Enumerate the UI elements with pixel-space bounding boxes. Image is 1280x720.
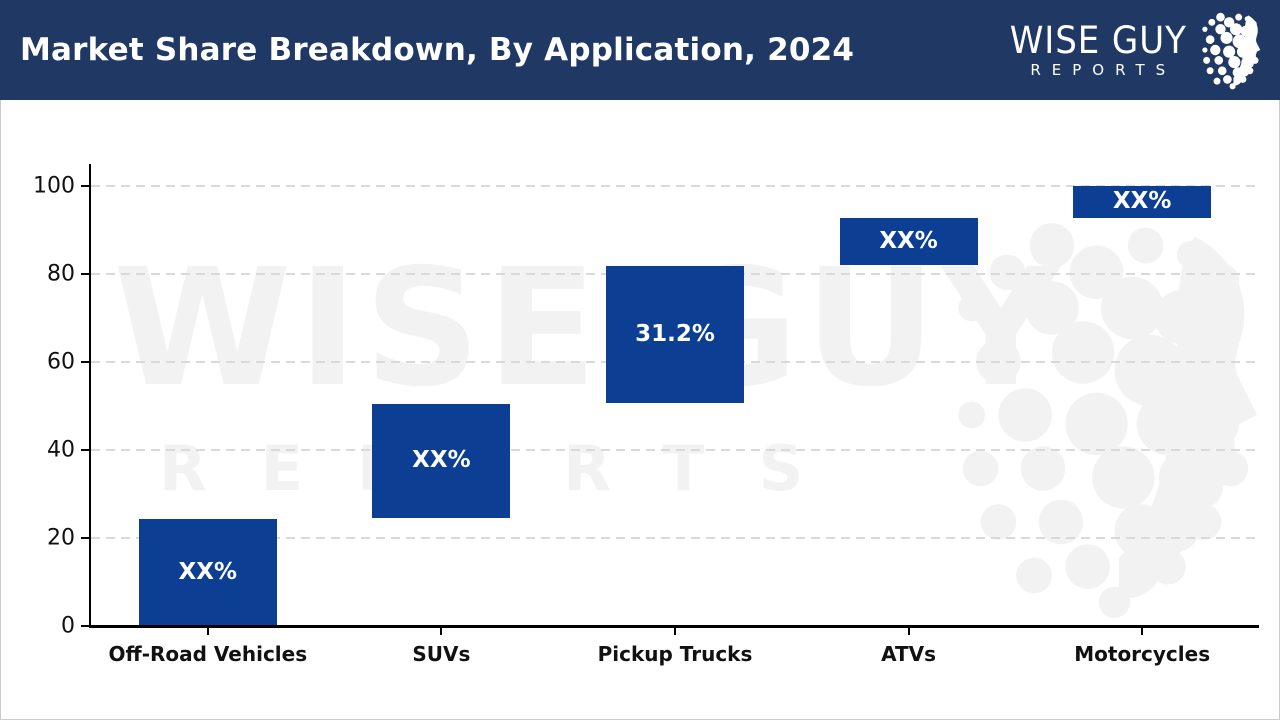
bar-group-atvs: XX% ATVs [91, 168, 1259, 666]
bar-value-label: XX% [412, 447, 471, 474]
y-tick [81, 184, 89, 187]
x-tick [907, 626, 910, 635]
bar-off-road-vehicles: XX% [138, 519, 277, 626]
y-tick-label-40: 40 [47, 437, 75, 463]
y-tick [81, 272, 89, 275]
category-label-motorcycles: Motorcycles [1074, 642, 1211, 666]
y-tick-label-80: 80 [47, 261, 75, 287]
gridline-20 [91, 536, 1259, 539]
gridline-40 [91, 448, 1259, 451]
bar-value-label: XX% [879, 228, 938, 255]
x-tick [206, 626, 209, 635]
watermark-text-line1: WISE GUY [113, 235, 1066, 423]
bar-atvs: XX% [839, 218, 978, 266]
x-tick [440, 626, 443, 635]
x-tick [1141, 626, 1144, 635]
page-title: Market Share Breakdown, By Application, … [20, 32, 855, 68]
bar-motorcycles: XX% [1073, 185, 1212, 219]
y-tick-label-60: 60 [47, 349, 75, 375]
plot-area: 0 20 40 60 80 100 XX% Off-Road Vehicles … [33, 164, 1259, 666]
y-axis-line [89, 164, 91, 628]
logo-wordmark-line2: REPORTS [1030, 61, 1177, 79]
category-label-suvs: SUVs [412, 642, 471, 666]
bar-group-suvs: XX% SUVs [91, 168, 1259, 666]
bar-value-label: XX% [178, 559, 238, 586]
y-tick-label-100: 100 [33, 173, 75, 199]
bar-value-label: XX% [1112, 188, 1172, 215]
y-tick [81, 448, 89, 451]
dotted-head-watermark-icon [958, 223, 1258, 618]
category-label-motorcycles: ATVs [881, 642, 937, 666]
bar-group-motorcycles: XX% Motorcycles [91, 168, 1259, 666]
logo-wordmark: WISE GUY REPORTS [1002, 22, 1194, 78]
gridline-100 [91, 184, 1259, 187]
header-bar: Market Share Breakdown, By Application, … [0, 0, 1280, 100]
wise-guy-logo: WISE GUY REPORTS [1002, 7, 1262, 93]
y-tick-label-0: 0 [61, 613, 75, 639]
x-tick [674, 626, 676, 635]
chart-canvas: WISE GUY REPORTS 0 20 40 60 80 100 XX% [0, 100, 1280, 720]
category-label-pickup-trucks: Pickup Trucks [597, 642, 753, 666]
y-tick-label-20: 20 [47, 525, 75, 551]
bar-value-label: 31.2% [635, 320, 715, 347]
bar-group-off-road-vehicles: XX% Off-Road Vehicles [91, 168, 1259, 666]
category-label-off-road-vehicles: Off-Road Vehicles [108, 642, 308, 666]
bar-pickup-trucks: 31.2% [606, 265, 744, 404]
logo-wordmark-line1: WISE GUY [1009, 19, 1187, 62]
y-tick [81, 536, 89, 539]
dotted-head-logo-icon [1202, 12, 1261, 90]
y-tick [81, 360, 89, 363]
y-tick [81, 625, 89, 627]
bar-group-pickup-trucks: 31.2% Pickup Trucks [91, 168, 1259, 666]
bar-suvs: XX% [372, 404, 511, 518]
